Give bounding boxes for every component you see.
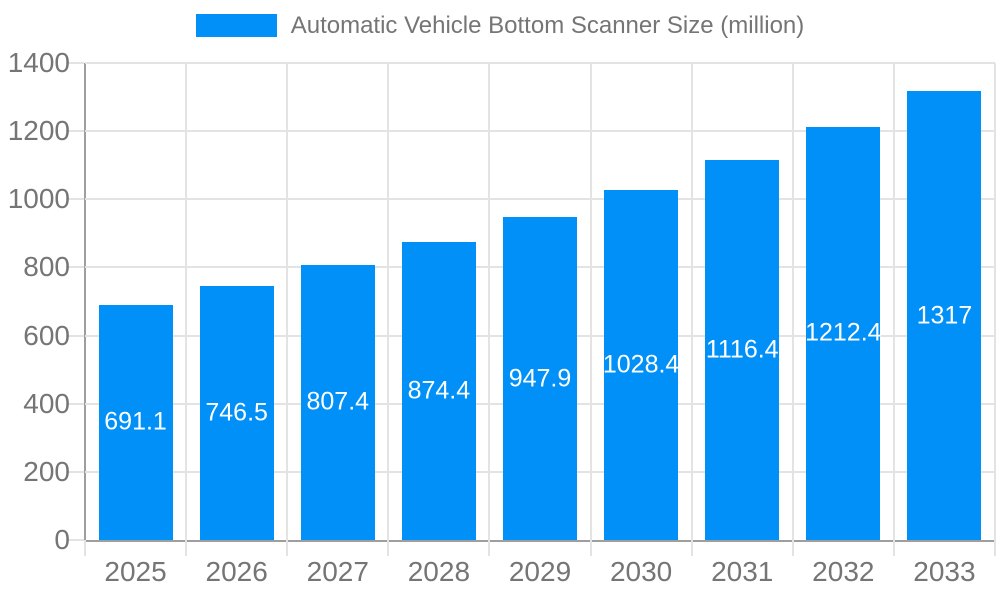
y-axis-tick-label: 1200 bbox=[7, 115, 70, 147]
y-axis-tick bbox=[66, 334, 84, 337]
bar-value-label: 874.4 bbox=[407, 376, 471, 405]
x-axis-tick bbox=[185, 540, 188, 556]
bar-value-label: 947.9 bbox=[508, 364, 572, 393]
bar-value-label: 1317 bbox=[916, 301, 973, 330]
x-axis-tick bbox=[387, 540, 390, 556]
bar-value-label: 1116.4 bbox=[705, 335, 779, 364]
y-axis-tick bbox=[66, 266, 84, 269]
bar-value-label: 1028.4 bbox=[602, 350, 680, 379]
gridline-vertical bbox=[185, 63, 188, 540]
x-axis-tick bbox=[994, 540, 996, 556]
gridline-vertical bbox=[791, 63, 794, 540]
y-axis-tick-label: 1400 bbox=[7, 47, 70, 78]
x-axis-tick-label: 2032 bbox=[812, 556, 875, 587]
x-axis-tick bbox=[84, 540, 86, 556]
x-axis-tick-label: 2026 bbox=[205, 556, 268, 587]
x-axis-tick-label: 2025 bbox=[104, 556, 167, 587]
gridline-horizontal bbox=[85, 198, 995, 201]
x-axis-tick bbox=[892, 540, 895, 556]
gridline-horizontal bbox=[85, 130, 995, 133]
x-axis-line bbox=[84, 540, 996, 542]
y-axis-line bbox=[84, 63, 86, 542]
x-axis-tick bbox=[488, 540, 491, 556]
bar-value-label: 746.5 bbox=[205, 398, 268, 427]
gridline-vertical bbox=[488, 63, 491, 540]
bar-value-label: 1212.4 bbox=[805, 318, 882, 347]
x-axis-tick bbox=[791, 540, 794, 556]
bar-value-label: 807.4 bbox=[306, 387, 370, 416]
legend-item[interactable]: Automatic Vehicle Bottom Scanner Size (m… bbox=[195, 12, 805, 39]
y-axis-tick-label: 400 bbox=[23, 387, 70, 419]
x-axis-tick-label: 2029 bbox=[508, 556, 572, 587]
gridline-vertical bbox=[690, 63, 693, 540]
y-axis-tick-label: 800 bbox=[23, 251, 70, 283]
y-axis-tick-label: 1000 bbox=[7, 183, 70, 215]
y-axis-tick bbox=[66, 130, 84, 133]
y-axis-tick bbox=[66, 539, 84, 541]
x-axis-tick-label: 2027 bbox=[306, 556, 369, 587]
x-axis-tick-label: 2031 bbox=[711, 556, 774, 587]
y-axis-tick-label: 200 bbox=[23, 455, 70, 487]
gridline-vertical bbox=[286, 63, 289, 540]
bar-2030 bbox=[604, 189, 679, 540]
gridline-vertical bbox=[892, 63, 895, 540]
gridline-vertical bbox=[387, 63, 390, 540]
bar-2032 bbox=[806, 126, 881, 540]
y-axis-tick bbox=[66, 198, 84, 201]
x-axis-tick bbox=[286, 540, 289, 556]
gridline-vertical bbox=[994, 63, 996, 540]
x-axis-tick bbox=[690, 540, 693, 556]
plot-area: 691.1 746.5 807.4 874.4 947.9 1028.4 1116.4 121… bbox=[66, 62, 996, 556]
bar-value-label: 691.1 bbox=[104, 407, 167, 436]
y-axis-tick-label: 600 bbox=[23, 319, 70, 351]
x-axis-tick bbox=[589, 540, 592, 556]
x-axis-tick-label: 2030 bbox=[609, 556, 673, 587]
x-axis-tick-label: 2033 bbox=[913, 556, 976, 587]
y-axis-tick-label: 0 bbox=[54, 524, 70, 555]
bar-2025 bbox=[98, 304, 173, 540]
bar-2029 bbox=[503, 217, 577, 540]
legend-swatch-icon bbox=[195, 13, 277, 37]
gridline-horizontal bbox=[85, 62, 995, 64]
gridline-vertical bbox=[589, 63, 592, 540]
y-axis-tick bbox=[66, 62, 84, 64]
y-axis-tick bbox=[66, 402, 84, 405]
bar-2028 bbox=[401, 242, 476, 540]
bar-2031 bbox=[705, 159, 780, 540]
bar-2027 bbox=[300, 264, 375, 540]
bar-2026 bbox=[199, 285, 274, 540]
x-axis-tick-label: 2028 bbox=[407, 556, 471, 587]
legend: Automatic Vehicle Bottom Scanner Size (m… bbox=[0, 12, 1000, 38]
bar-2033 bbox=[907, 91, 982, 540]
y-axis-tick bbox=[66, 470, 84, 473]
chart-title: Automatic Vehicle Bottom Scanner Size (m… bbox=[290, 12, 805, 39]
